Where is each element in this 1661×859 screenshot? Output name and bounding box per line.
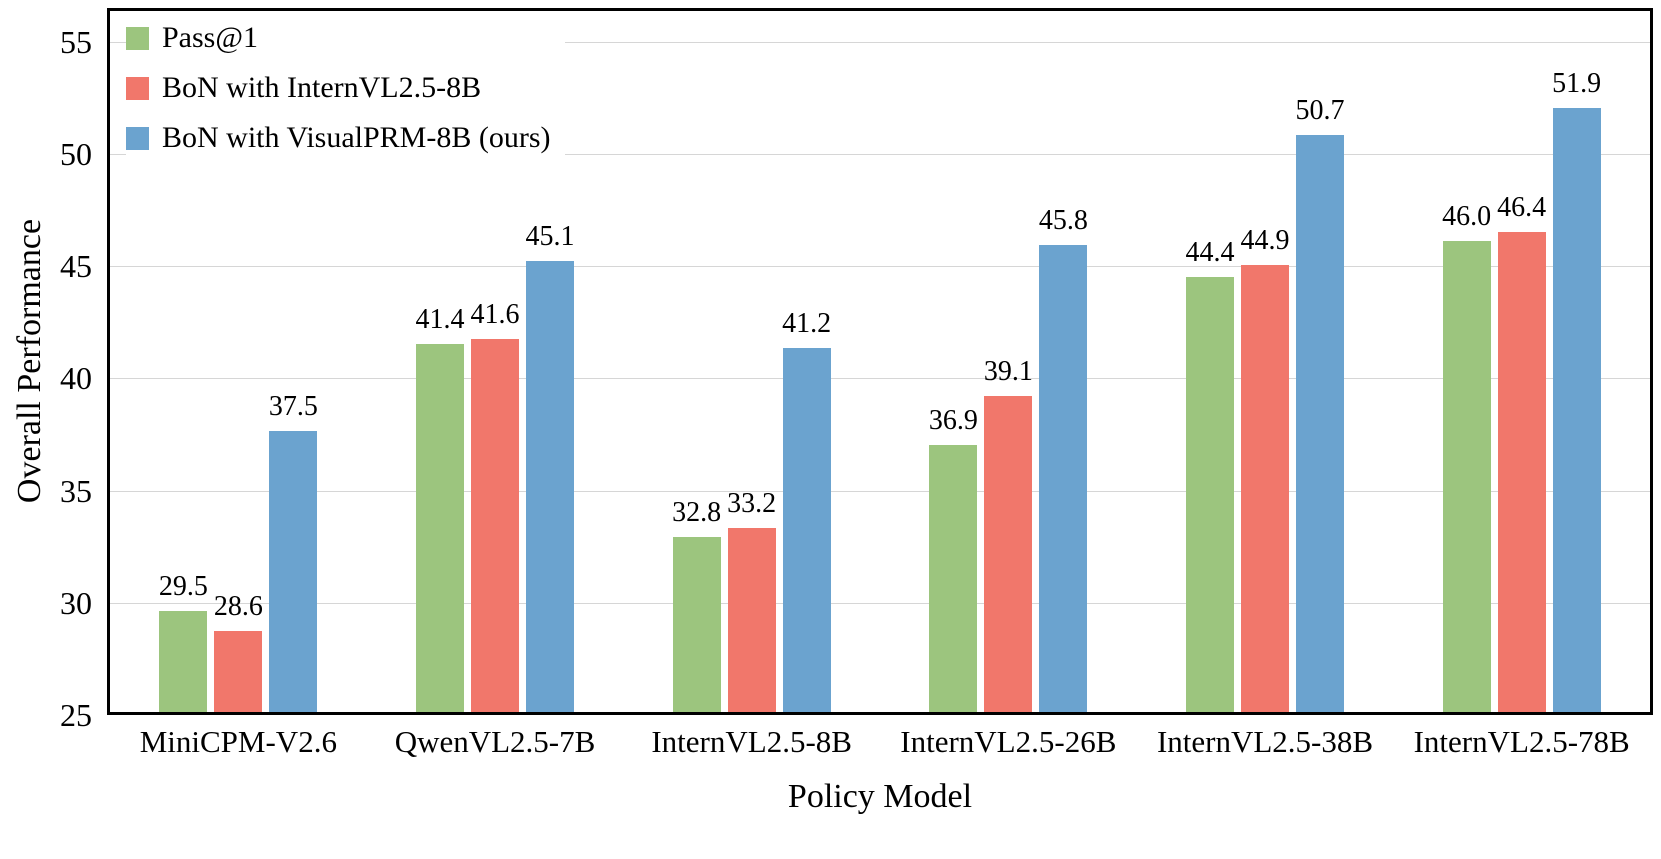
bar-series0-cat5: [1442, 240, 1491, 712]
y-tick-label: 35: [60, 472, 92, 509]
y-tick-label: 50: [60, 135, 92, 172]
bar-series0-cat2: [672, 536, 721, 712]
bar-value-label: 45.1: [525, 220, 575, 252]
gridline: [110, 41, 1650, 43]
gridline: [110, 490, 1650, 492]
bar-value-label: 32.8: [672, 496, 722, 528]
bar-value-label: 46.0: [1442, 200, 1492, 232]
bar-value-label: 44.4: [1185, 236, 1235, 268]
legend-swatch-icon: [126, 126, 149, 150]
bar-series0-cat1: [416, 343, 464, 712]
legend-item: BoN with VisualPRM-8B (ours): [126, 113, 565, 163]
bar-value-label: 44.9: [1240, 225, 1290, 257]
legend-item: BoN with InternVL2.5-8B: [126, 63, 565, 113]
x-tick-label: InternVL2.5-26B: [900, 724, 1117, 759]
gridline: [110, 266, 1650, 268]
bar-value-label: 45.8: [1038, 205, 1088, 237]
bar-series1-cat0: [214, 631, 263, 712]
legend-label: Pass@1: [162, 21, 258, 54]
x-axis-title: Policy Model: [787, 778, 973, 815]
bar-value-label: 41.6: [470, 299, 520, 331]
bar-series1-cat1: [471, 339, 519, 712]
bar-series1-cat4: [1241, 265, 1289, 712]
legend-label: BoN with VisualPRM-8B (ours): [162, 121, 551, 154]
bar-series0-cat3: [929, 444, 978, 712]
bar-value-label: 51.9: [1552, 68, 1602, 100]
gridline: [110, 153, 1650, 155]
bar-series2-cat4: [1296, 135, 1344, 712]
bar-series2-cat3: [1039, 245, 1088, 712]
bar-series2-cat0: [269, 431, 318, 712]
x-tick-label: MiniCPM-V2.6: [139, 724, 337, 759]
legend-swatch-icon: [126, 26, 149, 50]
legend: Pass@1 BoN with InternVL2.5-8B BoN with Vi…: [126, 13, 565, 163]
bar-value-label: 50.7: [1295, 95, 1345, 127]
bar-value-label: 41.4: [415, 303, 465, 335]
x-tick-label: InternVL2.5-38B: [1156, 724, 1374, 759]
legend-item: Pass@1: [126, 13, 565, 63]
bar-value-label: 33.2: [727, 487, 777, 519]
legend-label: BoN with InternVL2.5-8B: [162, 71, 482, 104]
y-tick-label: 30: [60, 584, 92, 621]
bar-value-label: 29.5: [158, 571, 208, 602]
bar-value-label: 37.5: [268, 391, 318, 423]
bar-series2-cat2: [782, 348, 831, 712]
bar-value-label: 39.1: [983, 355, 1033, 387]
bar-series1-cat3: [984, 395, 1033, 712]
gridline: [110, 378, 1650, 380]
bar-value-label: 36.9: [928, 404, 978, 436]
x-tick-label: InternVL2.5-8B: [651, 724, 852, 759]
bar-series0-cat4: [1186, 276, 1234, 712]
bar-series1-cat2: [727, 527, 776, 712]
bar-value-label: 41.2: [782, 308, 832, 340]
x-tick-label: InternVL2.5-78B: [1413, 724, 1630, 759]
y-tick-label: 25: [60, 697, 92, 733]
bar-series2-cat1: [526, 260, 574, 712]
plot-area: Pass@1 BoN with InternVL2.5-8B BoN with Vi…: [107, 8, 1653, 715]
x-tick-label: QwenVL2.5-7B: [394, 724, 596, 759]
y-tick-label: 40: [60, 360, 92, 397]
gridline: [110, 602, 1650, 604]
bar-series0-cat0: [159, 611, 208, 712]
bar-value-label: 46.4: [1497, 191, 1547, 223]
legend-swatch-icon: [126, 76, 149, 100]
y-tick-label: 45: [60, 248, 92, 285]
bar-series2-cat5: [1552, 108, 1601, 712]
bar-value-label: 28.6: [213, 591, 263, 623]
bar-series1-cat5: [1497, 231, 1546, 712]
y-tick-label: 55: [60, 23, 92, 60]
